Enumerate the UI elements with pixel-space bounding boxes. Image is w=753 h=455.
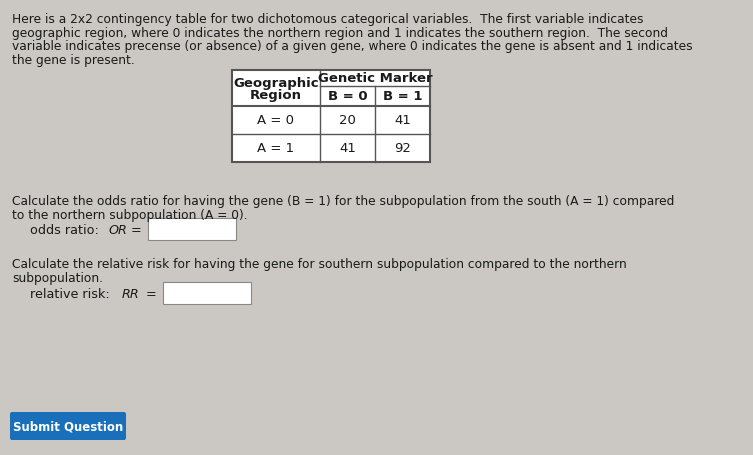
Text: =: = xyxy=(127,223,142,236)
Text: Calculate the odds ratio for having the gene (B = 1) for the subpopulation from : Calculate the odds ratio for having the … xyxy=(12,195,675,207)
Text: 41: 41 xyxy=(394,114,411,127)
Text: Geographic: Geographic xyxy=(233,77,319,90)
Text: B = 0: B = 0 xyxy=(328,90,367,103)
Text: OR: OR xyxy=(108,223,127,236)
Text: the gene is present.: the gene is present. xyxy=(12,53,135,66)
Text: B = 1: B = 1 xyxy=(383,90,422,103)
Text: relative risk:: relative risk: xyxy=(30,287,117,300)
Text: RR: RR xyxy=(122,287,140,300)
Bar xyxy=(163,283,251,304)
Text: A = 1: A = 1 xyxy=(258,142,294,155)
Text: Region: Region xyxy=(250,89,302,102)
Text: geographic region, where 0 indicates the northern region and 1 indicates the sou: geographic region, where 0 indicates the… xyxy=(12,26,668,40)
Text: Submit Question: Submit Question xyxy=(13,420,123,433)
Text: Here is a 2x2 contingency table for two dichotomous categorical variables.  The : Here is a 2x2 contingency table for two … xyxy=(12,13,644,26)
Text: =: = xyxy=(142,287,157,300)
Bar xyxy=(232,71,430,162)
Text: variable indicates precense (or absence) of a given gene, where 0 indicates the : variable indicates precense (or absence)… xyxy=(12,40,693,53)
Text: 92: 92 xyxy=(394,142,411,155)
FancyBboxPatch shape xyxy=(10,412,126,440)
Bar xyxy=(148,218,236,241)
Text: Genetic Marker: Genetic Marker xyxy=(318,72,432,86)
Text: to the northern subpopulation (A = 0).: to the northern subpopulation (A = 0). xyxy=(12,208,248,222)
Text: 20: 20 xyxy=(339,114,356,127)
Text: subpopulation.: subpopulation. xyxy=(12,271,103,284)
Text: 41: 41 xyxy=(339,142,356,155)
Text: A = 0: A = 0 xyxy=(258,114,294,127)
Text: Calculate the relative risk for having the gene for southern subpopulation compa: Calculate the relative risk for having t… xyxy=(12,258,626,270)
Text: odds ratio:: odds ratio: xyxy=(30,223,107,236)
